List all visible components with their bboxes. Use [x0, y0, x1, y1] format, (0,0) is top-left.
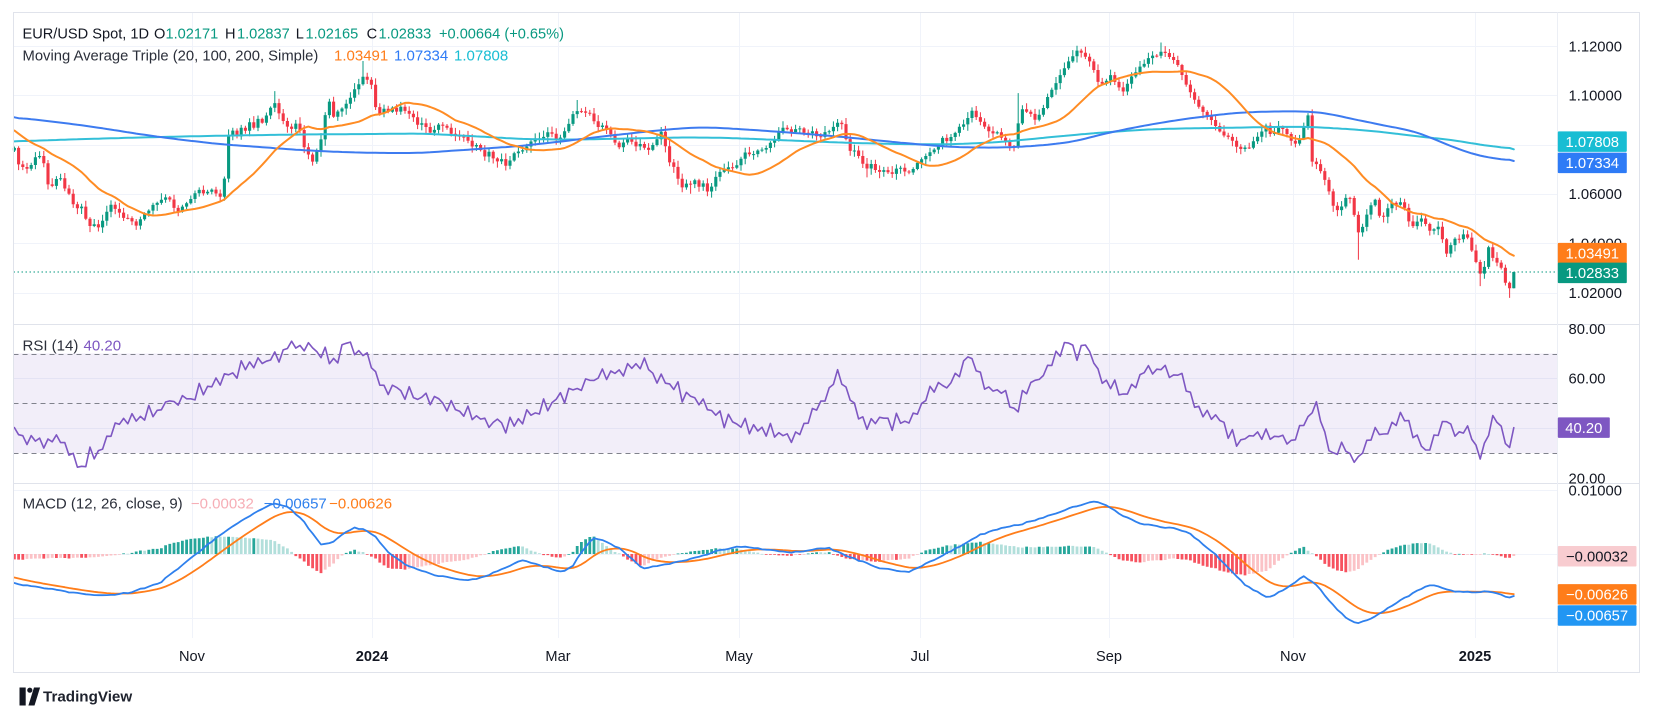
svg-text:−0.00657: −0.00657 [1566, 609, 1628, 625]
svg-text:1.07808: 1.07808 [454, 47, 508, 64]
svg-text:C: C [367, 26, 378, 42]
svg-text:−0.00657: −0.00657 [264, 495, 327, 512]
svg-text:1.12000: 1.12000 [1569, 39, 1623, 55]
svg-text:1.02833: 1.02833 [1566, 266, 1620, 282]
svg-text:Jul: Jul [911, 649, 930, 665]
svg-text:2025: 2025 [1459, 649, 1491, 665]
svg-text:RSI (14): RSI (14) [23, 338, 79, 355]
svg-text:1.06000: 1.06000 [1569, 187, 1623, 203]
svg-text:Moving Average Triple (20, 100: Moving Average Triple (20, 100, 200, Sim… [23, 48, 319, 64]
svg-text:−0.00626: −0.00626 [329, 495, 392, 512]
svg-text:1.07808: 1.07808 [1566, 135, 1620, 151]
svg-text:1.03491: 1.03491 [334, 47, 388, 64]
svg-text:1.02171: 1.02171 [166, 26, 219, 42]
svg-text:O: O [154, 26, 165, 42]
svg-text:May: May [725, 649, 753, 665]
svg-text:+0.00664 (+0.65%): +0.00664 (+0.65%) [439, 26, 564, 42]
svg-text:1.10000: 1.10000 [1569, 89, 1623, 105]
svg-text:−0.00032: −0.00032 [191, 495, 254, 512]
svg-text:2024: 2024 [356, 649, 389, 665]
svg-text:Sep: Sep [1096, 649, 1122, 665]
svg-text:H: H [225, 26, 236, 42]
svg-text:1.07334: 1.07334 [1566, 156, 1620, 172]
svg-text:1.07334: 1.07334 [394, 47, 448, 64]
svg-text:TradingView: TradingView [43, 689, 132, 706]
svg-text:Nov: Nov [1280, 649, 1307, 665]
svg-text:−0.00626: −0.00626 [1566, 588, 1628, 604]
svg-text:Nov: Nov [179, 649, 206, 665]
svg-text:60.00: 60.00 [1569, 372, 1606, 388]
svg-text:1.02000: 1.02000 [1569, 286, 1623, 302]
svg-text:−0.00032: −0.00032 [1566, 550, 1628, 566]
svg-text:1.02833: 1.02833 [379, 26, 432, 42]
svg-text:1.03491: 1.03491 [1566, 246, 1620, 262]
svg-text:40.20: 40.20 [1565, 421, 1602, 437]
svg-text:1.02165: 1.02165 [306, 26, 359, 42]
svg-text:0.01000: 0.01000 [1569, 483, 1623, 499]
svg-text:MACD (12, 26, close, 9): MACD (12, 26, close, 9) [23, 495, 183, 512]
svg-text:20.00: 20.00 [1569, 471, 1606, 487]
svg-text:40.20: 40.20 [84, 338, 122, 355]
svg-text:80.00: 80.00 [1569, 322, 1606, 338]
svg-text:EUR/USD Spot, 1D: EUR/USD Spot, 1D [23, 26, 150, 42]
svg-text:1.02837: 1.02837 [237, 26, 290, 42]
svg-text:Mar: Mar [545, 649, 570, 665]
svg-text:L: L [296, 26, 304, 42]
